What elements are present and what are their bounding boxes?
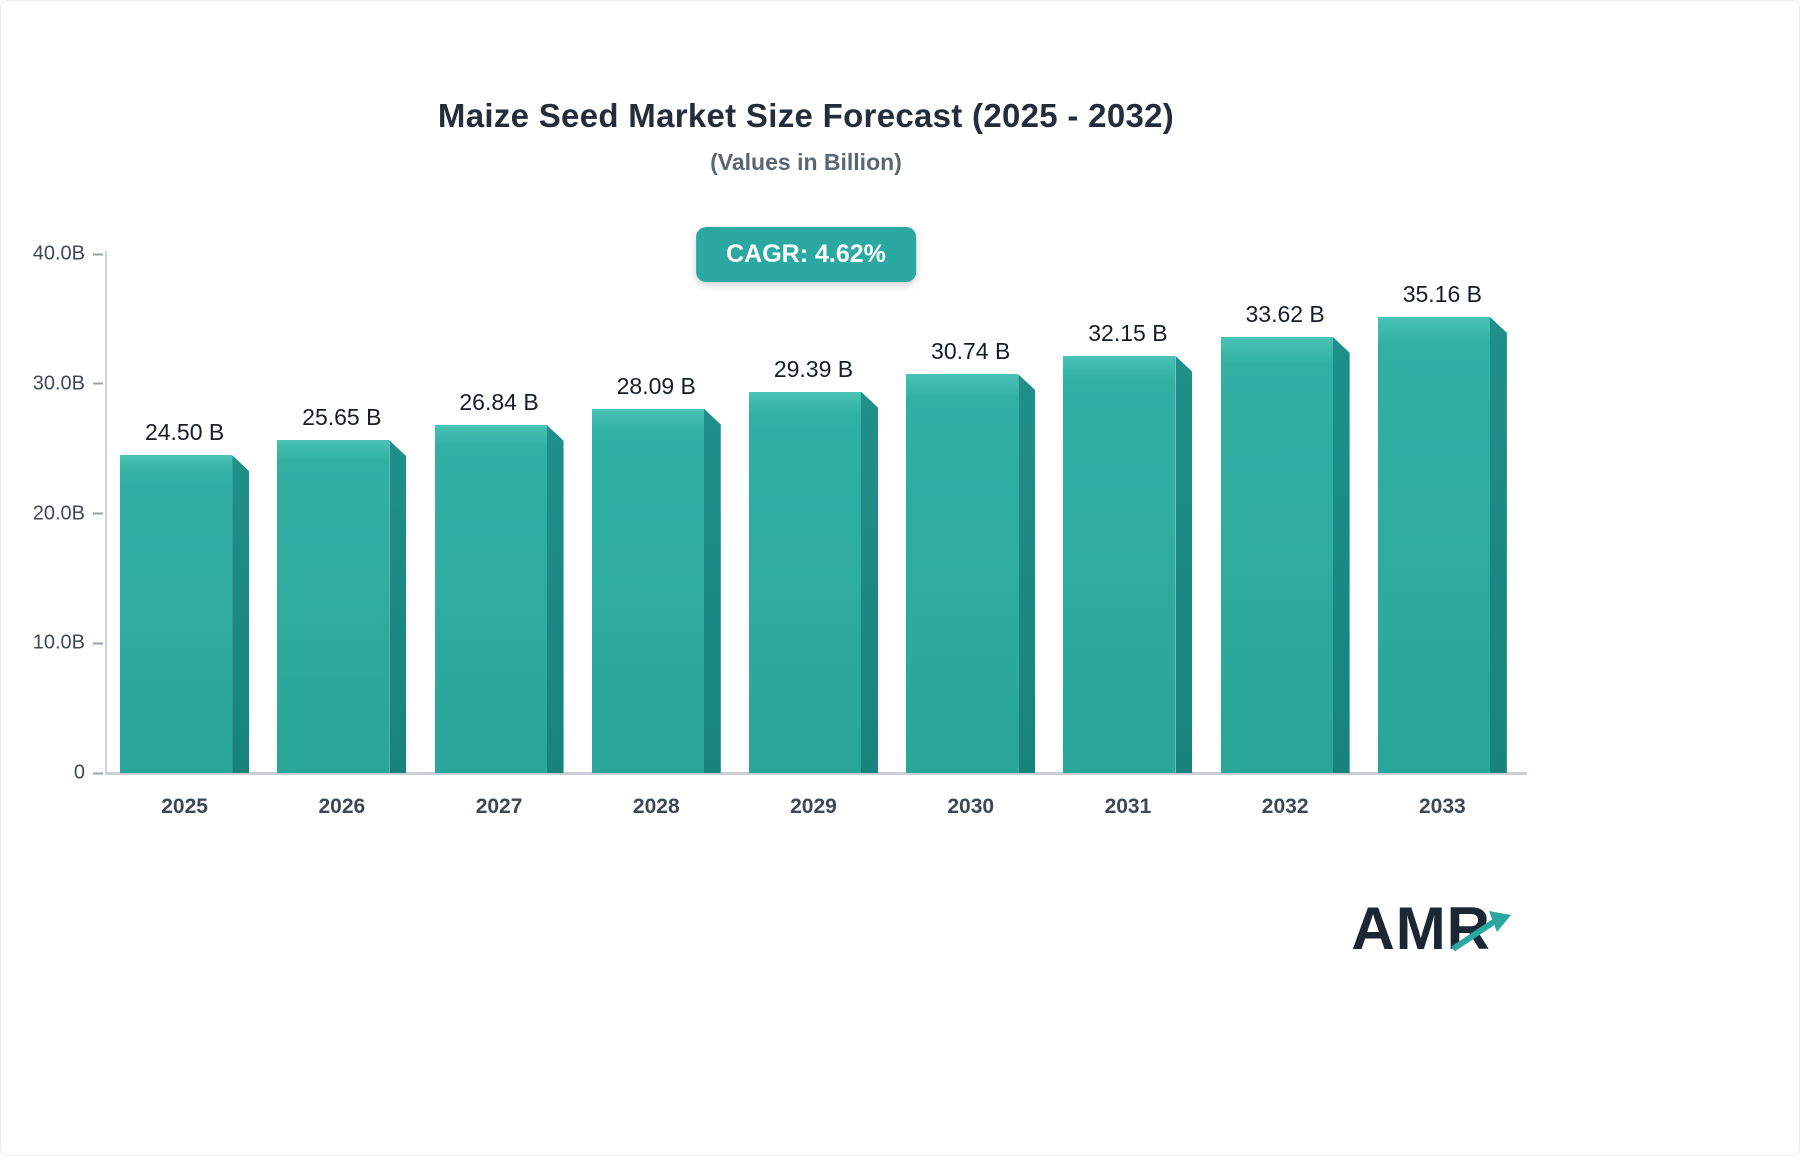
x-axis-label: 2026 (318, 795, 366, 818)
bar-group: 30.74 B 2030 (892, 254, 1049, 818)
y-axis-line (105, 251, 107, 775)
y-tick-label: 30.0B (32, 372, 85, 395)
y-tick-mark (93, 642, 103, 645)
x-axis-line (105, 772, 1527, 775)
bar-value-label: 35.16 B (1402, 280, 1482, 307)
bar-side-face (546, 424, 564, 773)
y-tick: 40.0B (33, 243, 103, 266)
growth-arrow-icon (1451, 911, 1511, 952)
bar-front-face (591, 408, 704, 773)
bar-group: 33.62 B 2032 (1207, 254, 1364, 818)
bar-value-label: 33.62 B (1245, 300, 1325, 327)
bar-side-face (1332, 336, 1350, 773)
chart-subtitle: (Values in Billion) (710, 149, 902, 175)
plot-area: 24.50 B 2025 25.65 B 2026 26.84 B 2027 28.09 B… (106, 254, 1521, 818)
bar (1377, 316, 1507, 773)
bar (906, 374, 1036, 773)
y-tick-label: 10.0B (32, 631, 85, 654)
bar (120, 455, 250, 773)
bar-group: 26.84 B 2027 (421, 254, 578, 818)
y-tick-label: 40.0B (32, 242, 85, 265)
y-tick-mark (93, 772, 103, 774)
x-axis-label: 2033 (1419, 795, 1466, 818)
bar (1220, 336, 1350, 773)
bars: 24.50 B 2025 25.65 B 2026 26.84 B 2027 28.09 B… (106, 254, 1521, 818)
bar-front-face (1220, 336, 1333, 773)
bar-value-label: 28.09 B (616, 372, 696, 399)
bar (1063, 355, 1193, 773)
bar-value-label: 25.65 B (302, 404, 382, 431)
x-axis-label: 2030 (947, 795, 995, 818)
y-tick-mark (93, 253, 103, 255)
bar-group: 29.39 B 2029 (735, 254, 892, 818)
y-tick: 0 (74, 762, 103, 785)
x-axis-label: 2029 (790, 795, 837, 818)
y-tick: 10.0B (33, 632, 103, 655)
y-tick-mark (93, 382, 103, 385)
bar-side-face (232, 455, 250, 773)
y-tick-label: 0 (73, 761, 85, 784)
bar-side-face (1175, 355, 1193, 773)
x-axis-label: 2031 (1104, 795, 1152, 818)
bar-side-face (703, 408, 721, 773)
bar-group: 35.16 B 2033 (1364, 254, 1521, 818)
bar-side-face (860, 391, 878, 773)
x-axis-label: 2025 (161, 795, 208, 818)
cagr-badge: CAGR: 4.62% (696, 227, 916, 282)
bar-group: 24.50 B 2025 (106, 254, 263, 818)
x-axis-label: 2027 (475, 795, 523, 818)
y-tick-label: 20.0B (32, 502, 85, 524)
y-axis: 40.0B 30.0B 20.0B 10.0B 0 (1, 243, 103, 784)
bar-front-face (906, 374, 1019, 773)
y-tick: 30.0B (33, 372, 103, 395)
chart-title: Maize Seed Market Size Forecast (2025 - … (437, 97, 1175, 134)
brand-logo: AMR (1351, 895, 1511, 962)
bar-group: 25.65 B 2026 (263, 254, 420, 818)
bar-value-label: 32.15 B (1088, 319, 1168, 346)
x-axis-label: 2028 (632, 795, 680, 818)
brand-logo-text: AMR (1351, 895, 1491, 962)
bar-value-label: 30.74 B (931, 338, 1011, 365)
bar-group: 32.15 B 2031 (1049, 254, 1206, 818)
bar-side-face (1018, 374, 1036, 773)
bar-group: 28.09 B 2028 (578, 254, 735, 818)
bar-front-face (748, 391, 861, 773)
bar-front-face (277, 440, 390, 773)
bar (277, 440, 407, 773)
y-tick-mark (93, 512, 103, 515)
bar-front-face (1063, 355, 1176, 773)
bar-front-face (434, 424, 547, 773)
x-axis-label: 2032 (1261, 795, 1309, 818)
bar (748, 391, 878, 773)
bar-side-face (1489, 316, 1507, 773)
bar-value-label: 29.39 B (773, 355, 854, 382)
bar-value-label: 26.84 B (459, 388, 539, 415)
bar-value-label: 24.50 B (144, 419, 225, 446)
bar-front-face (1377, 316, 1490, 773)
bar-side-face (389, 440, 407, 773)
y-tick: 20.0B (33, 502, 103, 525)
bar (434, 424, 564, 773)
bar (591, 408, 721, 773)
bar-front-face (120, 455, 233, 773)
